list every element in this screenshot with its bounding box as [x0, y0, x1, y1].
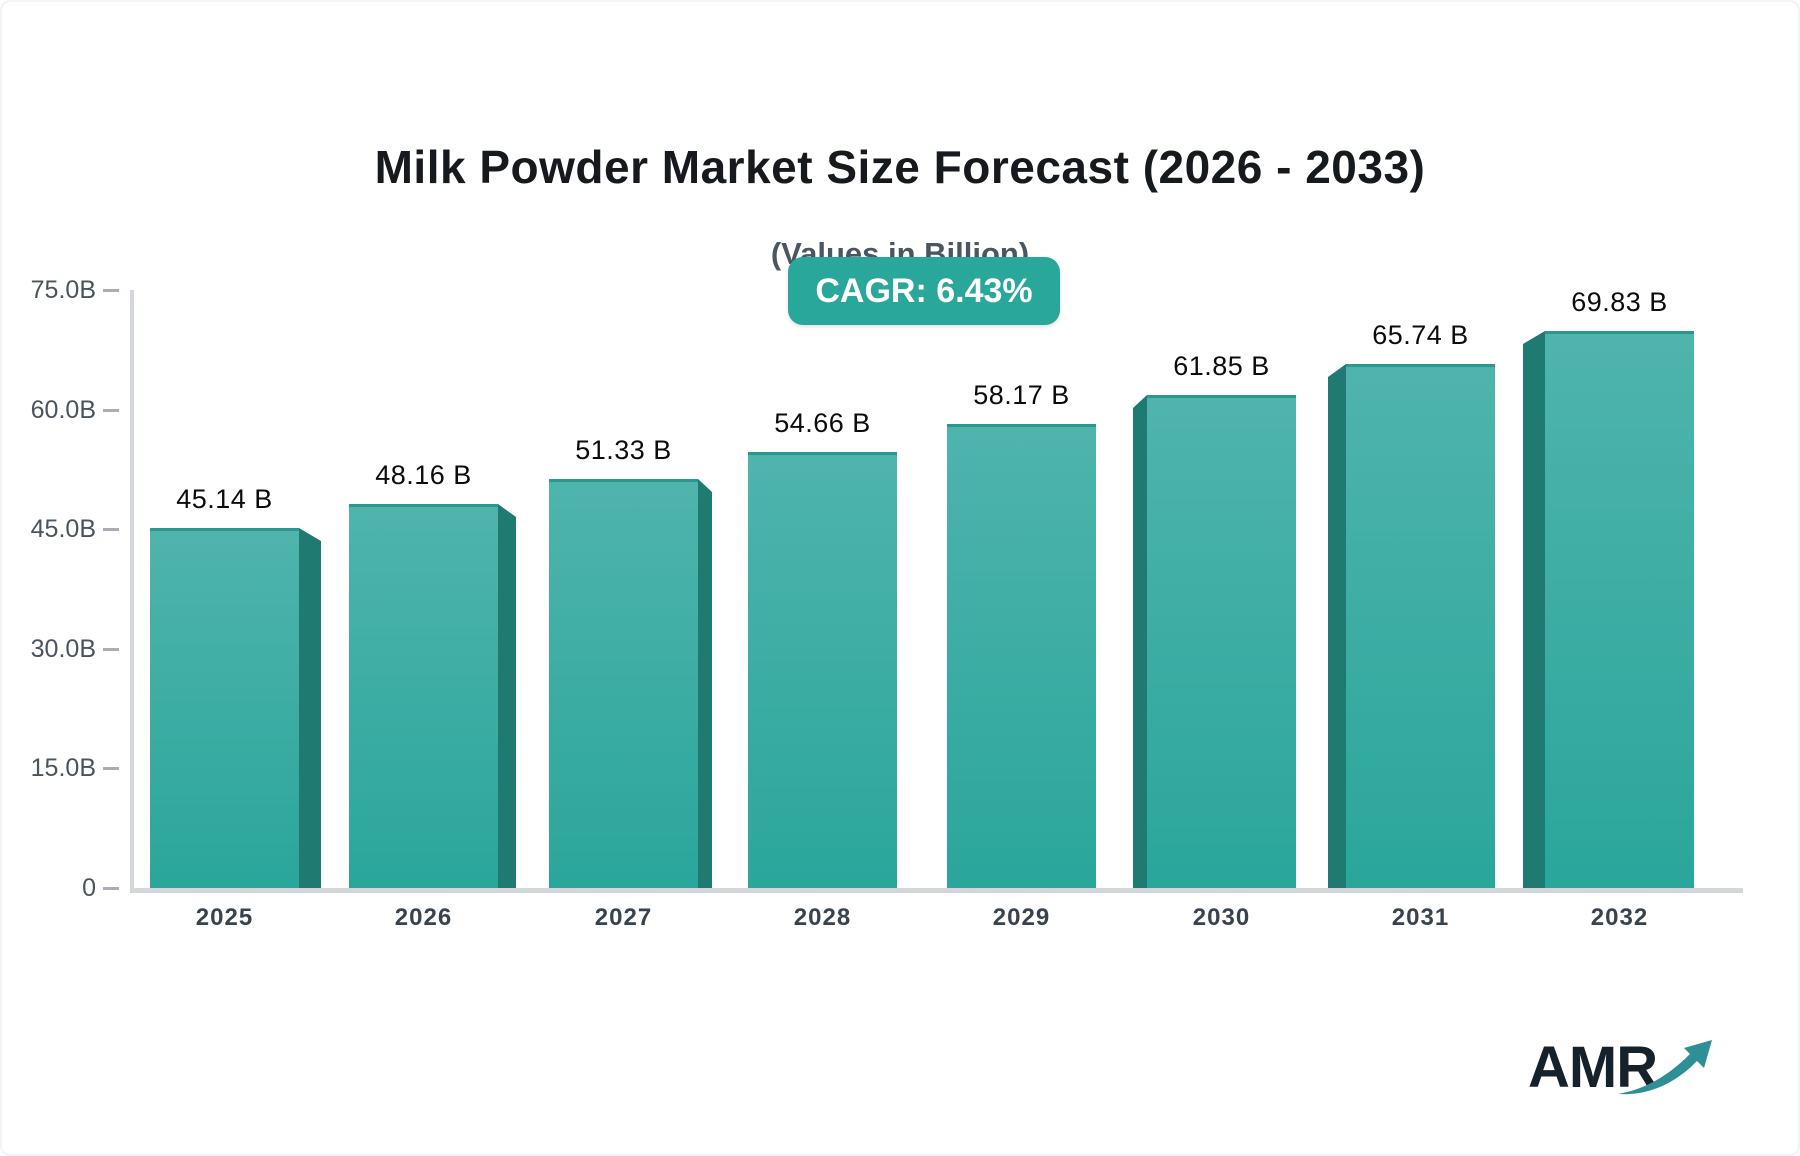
bar-2025-side-face	[299, 528, 321, 888]
y-axis-label: 30.0B	[30, 634, 96, 663]
amr-logo-text: AMR	[1528, 1035, 1658, 1100]
y-axis-tick	[103, 289, 119, 292]
y-axis-label: 0	[82, 874, 96, 902]
bar-value-label-2032: 69.83 B	[1571, 287, 1668, 317]
y-axis-tick	[103, 887, 119, 890]
cagr-badge: CAGR: 6.43%	[788, 257, 1060, 325]
x-axis-label-2025: 2025	[195, 904, 254, 931]
x-axis-baseline	[130, 888, 1743, 893]
amr-logo: AMR	[1528, 1032, 1768, 1122]
growth-arrow-icon	[1618, 1040, 1712, 1095]
bar-2031-side-face	[1328, 364, 1346, 888]
y-axis-tick	[103, 408, 119, 412]
y-axis-label: 45.0B	[30, 515, 96, 544]
y-axis-label: 60.0B	[30, 395, 96, 424]
bar-2025[interactable]	[150, 528, 299, 888]
bar-2029[interactable]	[947, 424, 1096, 888]
x-axis-label-2026: 2026	[394, 904, 453, 931]
x-axis-label-2029: 2029	[992, 904, 1051, 931]
bar-2032[interactable]	[1545, 331, 1694, 888]
x-axis-label-2031: 2031	[1391, 904, 1450, 931]
bar-2026[interactable]	[349, 504, 498, 888]
x-axis-label-2030: 2030	[1192, 904, 1251, 931]
y-axis-tick	[103, 767, 119, 771]
y-axis-label: 15.0B	[30, 754, 96, 783]
x-axis-label-2027: 2027	[594, 904, 653, 931]
y-axis-line	[130, 290, 134, 893]
bar-value-label-2027: 51.33 B	[575, 435, 672, 465]
y-axis-tick	[103, 528, 119, 532]
bar-value-label-2026: 48.16 B	[375, 460, 472, 490]
y-axis-tick	[103, 647, 119, 651]
x-axis-label-2032: 2032	[1590, 904, 1649, 931]
bar-value-label-2030: 61.85 B	[1173, 351, 1270, 381]
bar-2030[interactable]	[1147, 395, 1296, 888]
bar-value-label-2028: 54.66 B	[774, 408, 871, 438]
bar-2026-side-face	[498, 504, 516, 888]
x-axis-label-2028: 2028	[793, 904, 852, 931]
chart-title: Milk Powder Market Size Forecast (2026 -…	[374, 141, 1426, 193]
bar-value-label-2031: 65.74 B	[1372, 320, 1469, 350]
bar-value-label-2025: 45.14 B	[176, 484, 273, 514]
bar-2028[interactable]	[748, 452, 897, 888]
bar-2030-side-face	[1133, 395, 1147, 888]
bar-2027[interactable]	[549, 479, 698, 888]
bar-value-label-2029: 58.17 B	[973, 380, 1070, 410]
bar-2032-side-face	[1523, 331, 1545, 888]
bar-2027-side-face	[698, 479, 712, 888]
bar-2031[interactable]	[1346, 364, 1495, 888]
y-axis-label: 75.0B	[30, 276, 96, 304]
